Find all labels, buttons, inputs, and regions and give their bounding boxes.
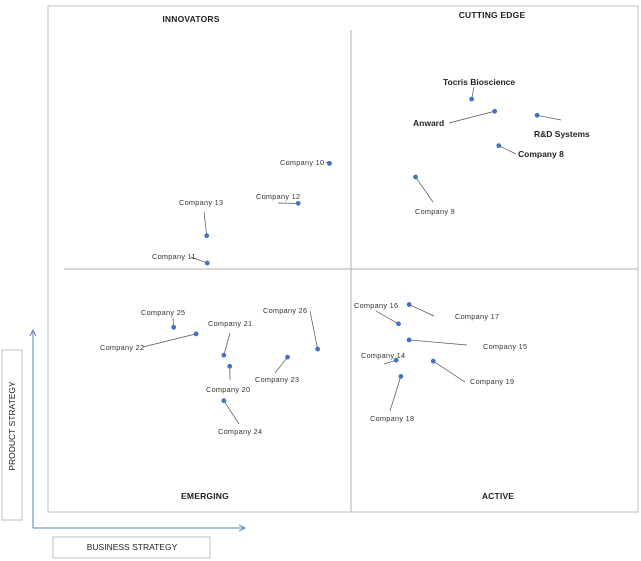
point-company-11 [204,260,210,266]
point-company-24 [221,398,227,404]
point-label-company-14: Company 14 [361,351,405,360]
point-company-21 [221,352,227,358]
leader-line-company-23 [274,356,288,374]
point-company-20 [227,363,233,369]
point-label-company-11: Company 11 [152,252,196,261]
y-axis-title: PRODUCT STRATEGY [7,381,17,471]
quadrant-label-bottom-left: EMERGING [181,491,229,501]
point-company-14 [393,357,399,363]
point-label-company-9: Company 9 [415,207,455,216]
point-company-25 [171,324,177,330]
point-company-16 [396,321,401,327]
leader-line-company-21 [223,332,231,356]
point-company-13 [204,233,210,239]
point-anward [492,108,498,114]
leader-line-company-11 [190,256,208,264]
point-company-15 [406,337,412,343]
leader-line-anward [448,110,495,124]
y-axis-title-box [1,349,23,521]
quadrant-label-bottom-right: ACTIVE [482,491,515,501]
point-r-d-systems [534,112,540,118]
point-company-9 [413,174,418,180]
point-company-23 [285,354,290,360]
x-axis-title: BUSINESS STRATEGY [87,542,178,552]
leader-line-company-9 [415,176,434,203]
plot-frame [47,5,639,513]
chart-marks: Tocris Bioscience Anward R&D Systems Compan… [100,77,590,436]
leader-line-r-d-systems [537,114,562,121]
point-company-19 [430,358,436,364]
point-label-company-26: Company 26 [263,306,307,315]
point-label-company-24: Company 24 [218,427,262,436]
x-axis-title-box [52,536,211,559]
point-company-8 [496,143,502,149]
point-company-22 [193,331,199,337]
point-label-company-16: Company 16 [354,301,398,310]
leader-line-company-17 [408,304,435,317]
leader-line-company-24 [223,400,240,425]
point-label-company-19: Company 19 [470,377,514,386]
point-label-company-15: Company 15 [483,342,527,351]
point-label-company-13: Company 13 [179,198,223,207]
point-label-r-d-systems: R&D Systems [534,129,590,139]
point-company-26 [315,346,321,352]
point-label-company-23: Company 23 [255,375,299,384]
point-label-company-10: Company 10 [280,158,324,167]
point-label-company-12: Company 12 [256,192,300,201]
quadrant-label-top-left: INNOVATORS [162,14,219,24]
leader-line-company-8 [498,145,517,155]
quadrant-label-top-right: CUTTING EDGE [459,10,526,20]
point-label-company-22: Company 22 [100,343,144,352]
point-company-10 [327,160,332,166]
point-label-company-17: Company 17 [455,312,499,321]
leader-line-company-19 [433,360,466,383]
point-label-anward: Anward [413,118,444,128]
point-label-company-20: Company 20 [206,385,250,394]
point-label-company-25: Company 25 [141,308,185,317]
point-label-company-21: Company 21 [208,319,252,328]
leader-line-company-22 [142,333,197,348]
point-tocris-bioscience [469,96,475,102]
point-label-company-18: Company 18 [370,414,414,423]
point-company-12 [295,200,301,206]
leader-line-company-16 [375,310,399,325]
point-label-company-8: Company 8 [518,149,564,159]
leader-line-company-13 [203,211,208,236]
point-company-18 [398,373,404,379]
leader-line-company-26 [309,310,318,350]
leader-line-company-15 [409,339,468,346]
point-label-tocris-bioscience: Tocris Bioscience [443,77,515,87]
leader-line-company-18 [389,376,402,412]
point-company-17 [406,302,412,307]
